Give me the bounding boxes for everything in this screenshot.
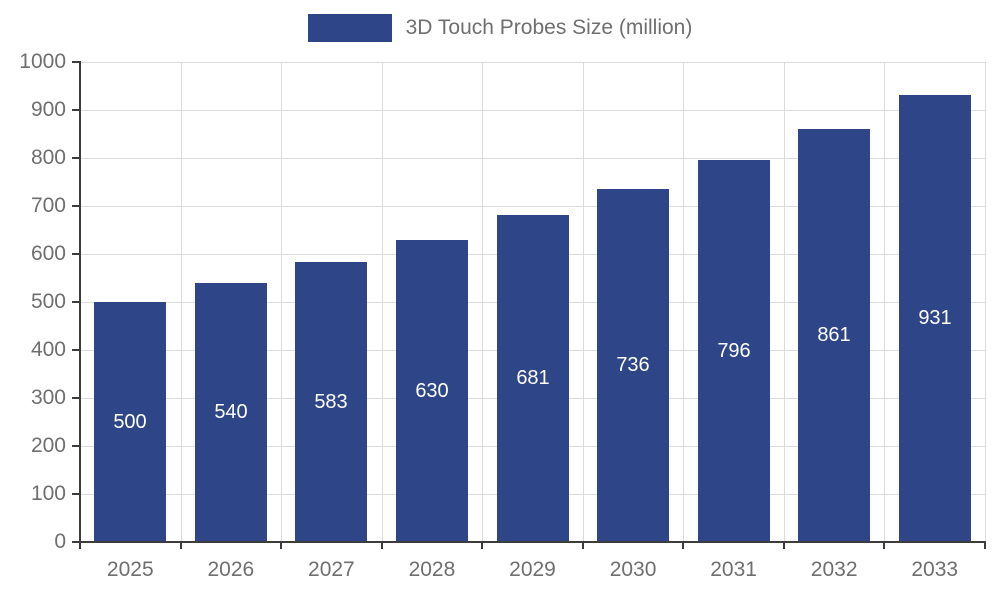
gridline-horizontal [80, 158, 985, 159]
y-axis-tick [72, 445, 80, 447]
gridline-vertical [683, 62, 685, 542]
y-tick-label: 100 [30, 482, 66, 505]
bar-value-label: 736 [616, 354, 650, 376]
bar-value-label: 500 [113, 410, 147, 433]
y-axis-tick [72, 61, 80, 63]
y-axis-tick [72, 349, 80, 351]
y-tick-label: 600 [30, 242, 66, 265]
gridline-vertical [381, 62, 383, 542]
legend-swatch [307, 14, 392, 42]
bar-2027[interactable]: 583 [295, 262, 367, 542]
bar-value-label: 861 [817, 324, 851, 346]
gridline-vertical [180, 62, 182, 542]
gridline-horizontal [80, 62, 985, 63]
bar-2025[interactable]: 500 [94, 302, 166, 542]
gridline-vertical [281, 62, 283, 542]
bar-value-label: 796 [717, 339, 751, 362]
x-tick-label-2030: 2030 [609, 558, 657, 581]
x-tick-label-2029: 2029 [509, 558, 556, 581]
x-tick-label-2028: 2028 [408, 558, 456, 581]
bar-2032[interactable]: 861 [798, 129, 870, 542]
y-axis-tick [72, 205, 80, 207]
y-tick-label: 800 [30, 146, 66, 169]
bar-2030[interactable]: 736 [597, 189, 669, 542]
x-axis-tick [682, 542, 685, 549]
gridline-vertical [482, 62, 484, 542]
x-axis-tick [481, 542, 484, 549]
gridline-horizontal [80, 206, 985, 207]
x-tick-label-2025: 2025 [106, 558, 154, 581]
legend-label: 3D Touch Probes Size (million) [405, 16, 693, 39]
x-axis-tick [883, 542, 886, 549]
y-tick-label: 900 [30, 98, 66, 121]
bar-2031[interactable]: 796 [698, 160, 770, 542]
bar-2029[interactable]: 681 [497, 215, 569, 542]
y-tick-label: 400 [30, 338, 66, 361]
bar-value-label: 931 [918, 307, 952, 329]
x-tick-label-2027: 2027 [308, 558, 355, 581]
y-axis-tick [72, 253, 80, 255]
gridline-horizontal [80, 110, 985, 111]
y-tick-label: 300 [30, 386, 66, 409]
x-axis-tick [782, 542, 785, 549]
y-tick-label: 700 [30, 194, 66, 217]
x-tick-label-2032: 2032 [810, 558, 858, 581]
x-axis-tick [79, 542, 81, 549]
y-axis-line [79, 61, 81, 542]
bar-value-label: 630 [415, 379, 449, 402]
y-axis-tick [72, 157, 80, 159]
x-axis-tick [380, 542, 383, 549]
gridline-vertical [985, 62, 986, 542]
plot-area: 500 540 583 630 681 736 796 861 931 [80, 62, 986, 542]
y-axis-tick [72, 109, 80, 111]
bar-2028[interactable]: 630 [396, 240, 468, 542]
x-tick-label-2033: 2033 [911, 558, 959, 581]
bar-2033[interactable]: 931 [899, 95, 971, 542]
y-tick-label: 0 [54, 530, 66, 553]
y-tick-label: 500 [30, 290, 66, 313]
bar-value-label: 681 [516, 367, 550, 389]
x-axis-line [79, 541, 986, 543]
bar-value-label: 583 [314, 390, 348, 413]
y-axis-tick [72, 541, 80, 543]
gridline-vertical [582, 62, 584, 542]
bar-2026[interactable]: 540 [195, 283, 267, 542]
y-tick-label: 200 [30, 434, 66, 457]
x-axis-tick [984, 542, 986, 549]
x-axis-tick [280, 542, 283, 549]
gridline-vertical [884, 62, 886, 542]
x-tick-label-2031: 2031 [710, 558, 757, 581]
y-axis-tick [72, 493, 80, 495]
gridline-vertical [783, 62, 785, 542]
x-tick-label-2026: 2026 [207, 558, 255, 581]
x-axis-tick [581, 542, 584, 549]
y-axis-tick [72, 301, 80, 303]
legend[interactable]: 3D Touch Probes Size (million) [0, 14, 1000, 42]
y-tick-label: 1000 [19, 50, 66, 73]
bar-value-label: 540 [214, 401, 248, 423]
x-axis-tick [179, 542, 182, 549]
y-axis-tick [72, 397, 80, 399]
